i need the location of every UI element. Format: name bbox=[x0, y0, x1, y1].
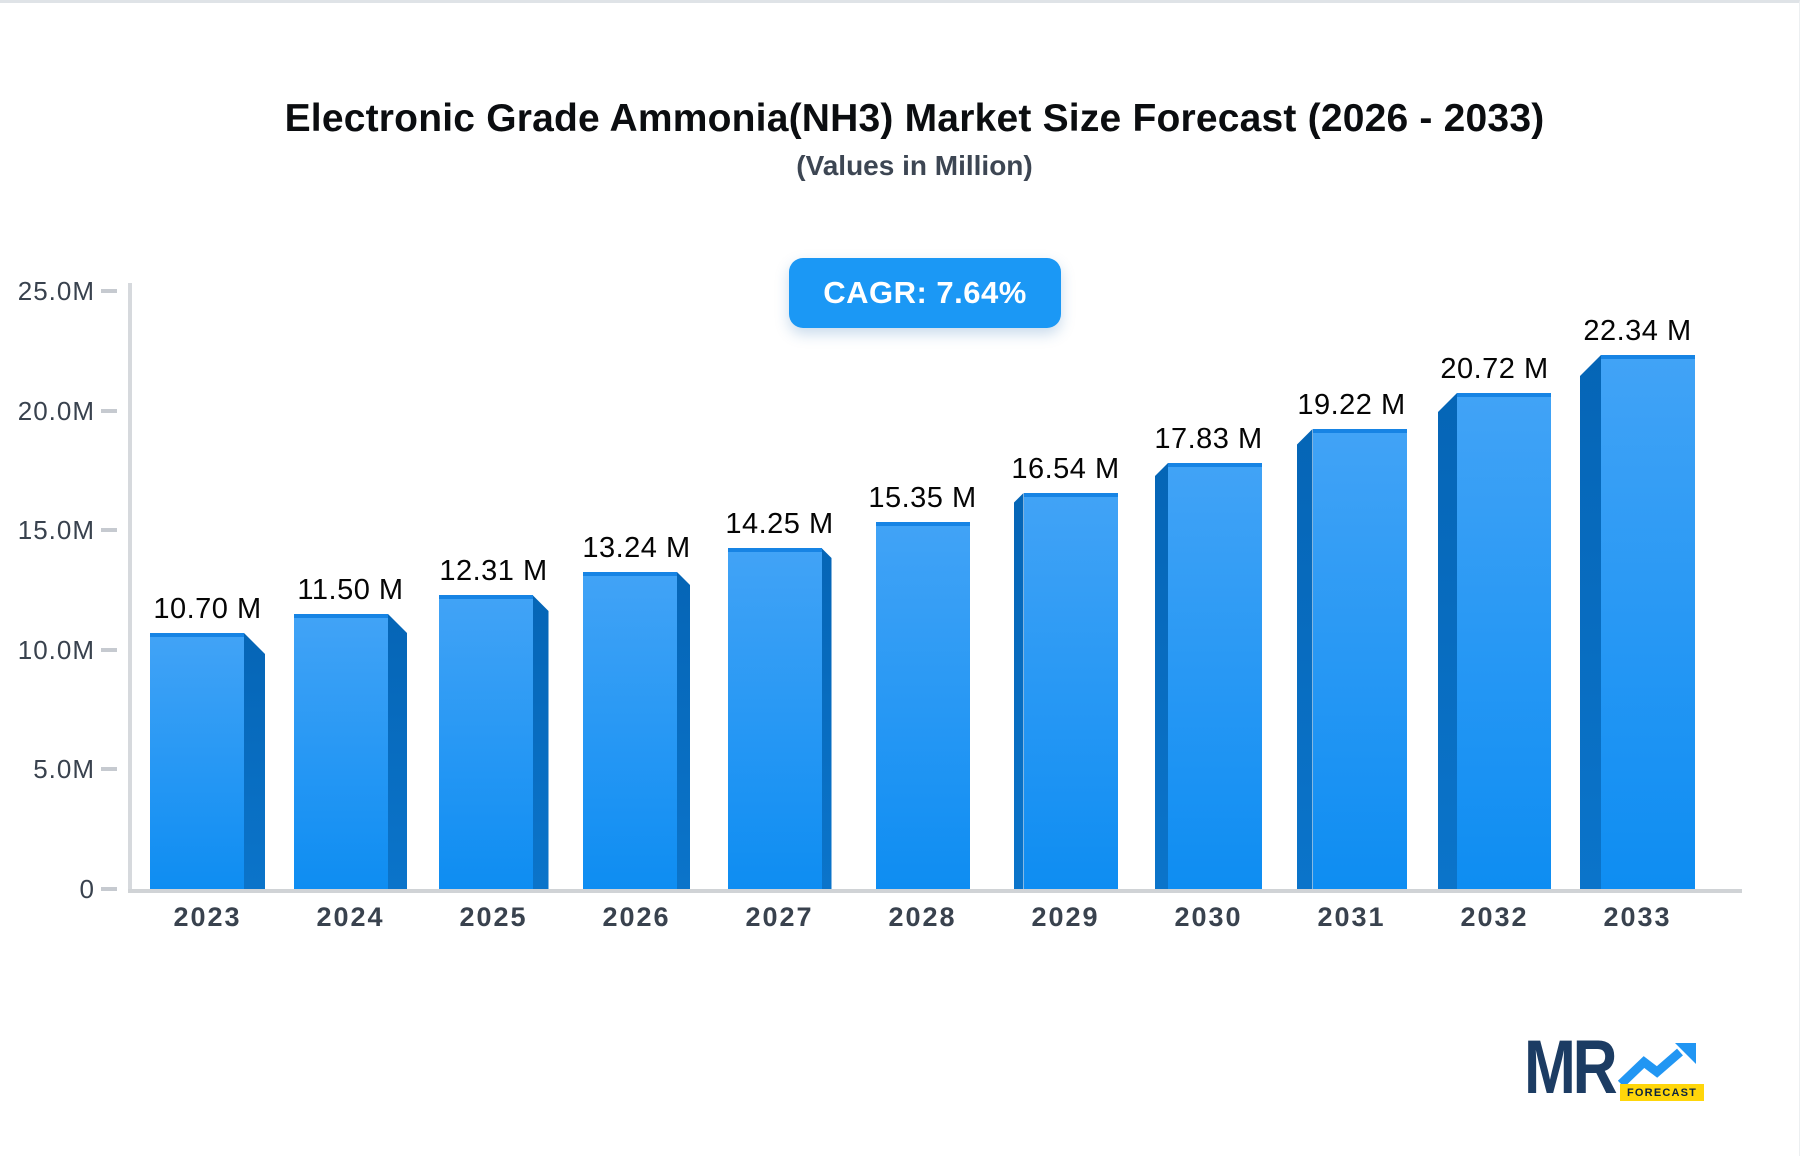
x-axis-label: 2029 bbox=[1031, 902, 1100, 932]
bar-side bbox=[1438, 393, 1457, 889]
bar: 17.83 M bbox=[1154, 423, 1262, 889]
logo-mr-text: MR bbox=[1524, 1025, 1618, 1110]
x-axis-label: 2032 bbox=[1460, 902, 1529, 932]
bar-column: 15.35 M bbox=[851, 482, 994, 889]
x-axis-label: 2028 bbox=[888, 902, 957, 932]
bar-side bbox=[244, 633, 265, 889]
bar-value-label: 16.54 M bbox=[1011, 453, 1120, 485]
bar-column: 16.54 M bbox=[994, 453, 1137, 889]
bar: 13.24 M bbox=[582, 532, 690, 889]
y-axis-tick-label: 5.0M bbox=[33, 754, 95, 785]
bar-column: 19.22 M bbox=[1280, 389, 1423, 889]
y-axis-tick-mark bbox=[101, 887, 117, 891]
bar-side bbox=[1155, 463, 1168, 889]
logo-trend-arrow-icon bbox=[1618, 1043, 1696, 1087]
bar-face bbox=[583, 572, 677, 889]
y-axis-tick-label: 15.0M bbox=[17, 515, 95, 546]
bar-value-label: 17.83 M bbox=[1154, 423, 1263, 455]
bar-column: 13.24 M bbox=[565, 532, 708, 889]
bar-side bbox=[532, 595, 549, 889]
bar-column: 20.72 M bbox=[1423, 353, 1566, 889]
bar: 14.25 M bbox=[725, 508, 833, 889]
bar-face bbox=[727, 548, 822, 889]
bar-face bbox=[150, 633, 244, 889]
x-axis-label: 2030 bbox=[1174, 902, 1243, 932]
bar-value-label: 19.22 M bbox=[1297, 389, 1406, 421]
bar-face bbox=[294, 614, 388, 889]
bar-value-label: 12.31 M bbox=[439, 555, 548, 587]
bar: 11.50 M bbox=[294, 574, 407, 889]
bar-value-label: 10.70 M bbox=[153, 593, 262, 625]
bar-column: 17.83 M bbox=[1137, 423, 1280, 889]
bar-column: 14.25 M bbox=[708, 508, 851, 889]
bar-face bbox=[875, 522, 970, 889]
chart-title: Electronic Grade Ammonia(NH3) Market Siz… bbox=[284, 97, 1545, 140]
bar: 22.34 M bbox=[1580, 315, 1695, 889]
bar-side bbox=[1296, 429, 1313, 889]
bar: 10.70 M bbox=[150, 593, 265, 889]
bar-face bbox=[1312, 429, 1407, 889]
y-axis-tick-label: 0 bbox=[79, 874, 95, 904]
bar-side bbox=[1580, 355, 1601, 889]
x-axis-label: 2031 bbox=[1317, 902, 1386, 932]
y-axis-line bbox=[128, 283, 132, 891]
y-axis-tick-mark bbox=[101, 528, 117, 533]
bar-side bbox=[388, 614, 407, 889]
bar: 16.54 M bbox=[1011, 453, 1119, 889]
x-axis-label: 2033 bbox=[1603, 902, 1672, 932]
bar-face bbox=[1168, 463, 1262, 889]
bar-value-label: 15.35 M bbox=[868, 482, 977, 514]
y-axis-tick-label: 20.0M bbox=[17, 395, 95, 426]
bar-value-label: 11.50 M bbox=[297, 574, 404, 606]
x-axis-label: 2024 bbox=[316, 902, 385, 932]
bar: 19.22 M bbox=[1296, 389, 1407, 889]
bar-face bbox=[1023, 493, 1118, 889]
brand-logo: MR FORECAST bbox=[1524, 1030, 1709, 1111]
bar-side bbox=[677, 572, 690, 889]
y-axis-tick-label: 25.0M bbox=[17, 276, 95, 306]
x-axis-line bbox=[128, 889, 1742, 893]
bar: 20.72 M bbox=[1438, 353, 1551, 889]
logo-forecast-tag: FORECAST bbox=[1620, 1084, 1705, 1101]
bar-value-label: 20.72 M bbox=[1440, 353, 1549, 385]
x-axis-label: 2023 bbox=[173, 902, 242, 932]
bar-side bbox=[821, 548, 832, 889]
bar-column: 12.31 M bbox=[422, 555, 565, 889]
y-axis-tick-mark bbox=[101, 289, 117, 293]
bar-face bbox=[438, 595, 533, 889]
bar-side bbox=[1013, 493, 1024, 889]
bar: 15.35 M bbox=[868, 482, 976, 889]
bar-value-label: 14.25 M bbox=[725, 508, 834, 540]
bar-value-label: 13.24 M bbox=[582, 532, 691, 564]
bar-column: 11.50 M bbox=[279, 574, 422, 889]
x-axis-label: 2025 bbox=[459, 902, 528, 932]
y-axis-tick-mark bbox=[101, 647, 117, 652]
bar-value-label: 22.34 M bbox=[1583, 315, 1692, 347]
bar-column: 22.34 M bbox=[1566, 315, 1709, 889]
cagr-badge: CAGR: 7.64% bbox=[789, 258, 1061, 328]
y-axis-tick-label: 10.0M bbox=[17, 634, 95, 665]
bar-column: 10.70 M bbox=[136, 593, 279, 889]
bar-face bbox=[1601, 355, 1695, 889]
x-axis-label: 2027 bbox=[745, 902, 814, 932]
y-axis-tick-mark bbox=[101, 408, 117, 413]
bar: 12.31 M bbox=[438, 555, 549, 889]
x-axis-label: 2026 bbox=[602, 902, 671, 932]
y-axis-tick-mark bbox=[101, 767, 117, 772]
chart-subtitle: (Values in Million) bbox=[796, 150, 1033, 181]
bar-face bbox=[1457, 393, 1551, 889]
